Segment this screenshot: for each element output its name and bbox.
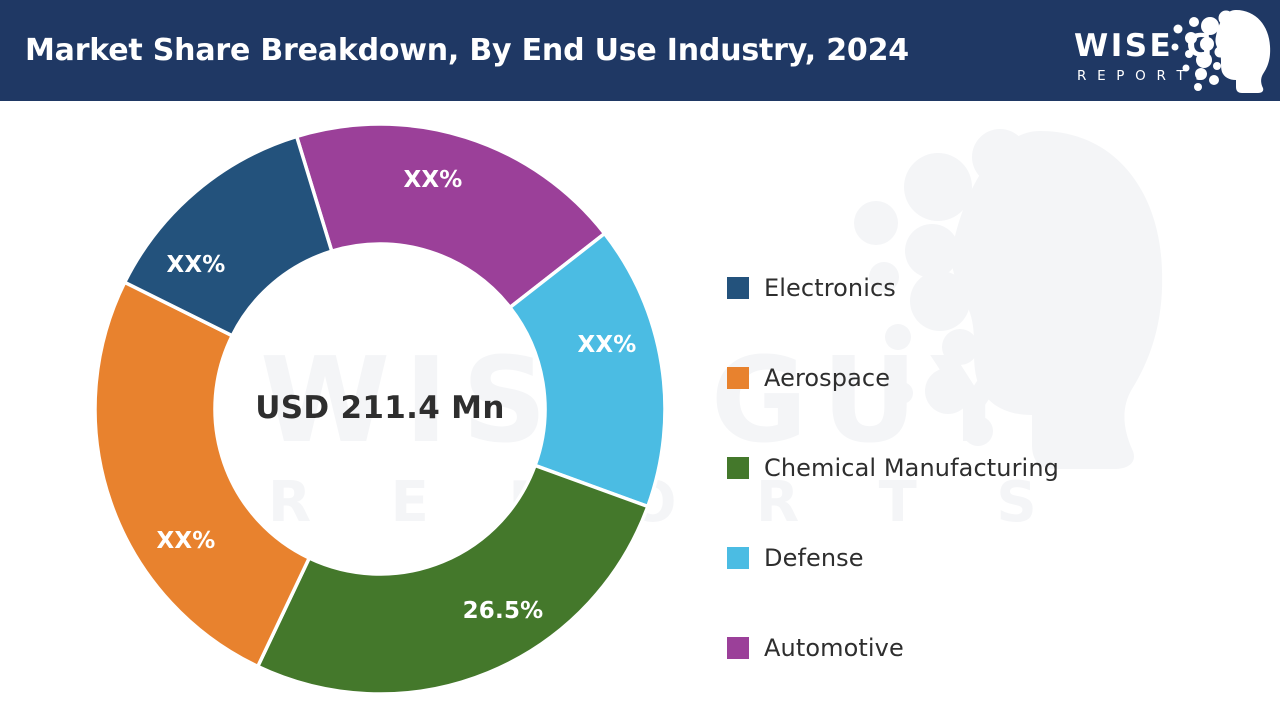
legend-swatch-aerospace — [727, 367, 749, 389]
legend-label-chemical-manufacturing: Chemical Manufacturing — [764, 454, 1059, 482]
legend-label-automotive: Automotive — [764, 634, 904, 662]
slice-label-aerospace: XX% — [156, 528, 216, 554]
page-title: Market Share Breakdown, By End Use Indus… — [25, 33, 909, 68]
donut-slice-electronics[interactable] — [122, 134, 334, 338]
legend-swatch-automotive — [727, 637, 749, 659]
chart-canvas: WISE GUY R E P O R T S XX% XX% 26.5% XX% XX%… — [0, 101, 1280, 720]
head-profile-icon — [1171, 10, 1271, 93]
legend-swatch-electronics — [727, 277, 749, 299]
donut-slice-chemical-manufacturing[interactable] — [255, 463, 651, 696]
legend-label-defense: Defense — [764, 544, 864, 572]
slice-label-automotive: XX% — [403, 167, 463, 193]
slice-label-electronics: XX% — [166, 252, 226, 278]
chart-legend: Electronics Aerospace Chemical Manufactu… — [727, 243, 1207, 693]
legend-item-aerospace[interactable]: Aerospace — [727, 333, 1207, 423]
donut-center-value: USD 211.4 Mn — [255, 390, 505, 426]
slice-label-chemical-manufacturing: 26.5% — [462, 598, 544, 624]
legend-item-chemical-manufacturing[interactable]: Chemical Manufacturing — [727, 423, 1207, 513]
donut-slice-defense[interactable] — [507, 231, 667, 509]
wise-guy-reports-logo: WISE GUY R E P O R T S — [1070, 4, 1278, 98]
donut-chart-svg — [93, 122, 667, 696]
donut-slice-aerospace[interactable] — [93, 279, 312, 669]
legend-swatch-chemical-manufacturing — [727, 457, 749, 479]
page-header: Market Share Breakdown, By End Use Indus… — [0, 0, 1280, 101]
logo-wordmark-secondary: R E P O R T S — [1077, 68, 1207, 84]
legend-swatch-defense — [727, 547, 749, 569]
legend-item-electronics[interactable]: Electronics — [727, 243, 1207, 333]
legend-item-automotive[interactable]: Automotive — [727, 603, 1207, 693]
legend-label-aerospace: Aerospace — [764, 364, 891, 392]
donut-chart: XX% XX% 26.5% XX% XX% — [80, 111, 690, 711]
logo-svg: WISE GUY R E P O R T S — [1074, 10, 1271, 93]
legend-item-defense[interactable]: Defense — [727, 513, 1207, 603]
legend-label-electronics: Electronics — [764, 274, 896, 302]
donut-slice-automotive[interactable] — [294, 122, 608, 310]
slice-label-defense: XX% — [577, 332, 637, 358]
